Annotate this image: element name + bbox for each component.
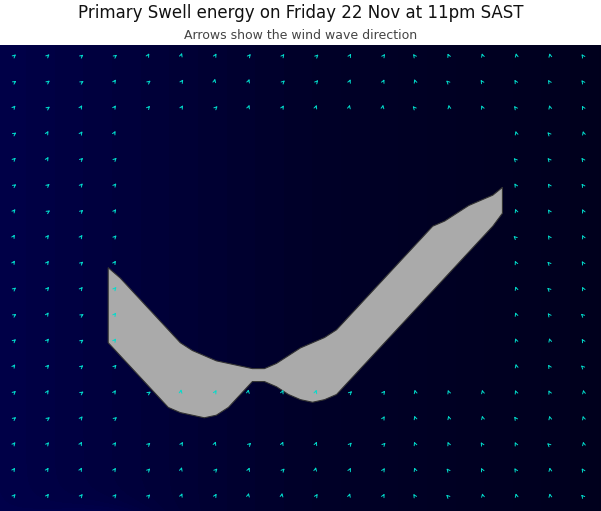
Polygon shape: [108, 188, 502, 418]
Text: Arrows show the wind wave direction: Arrows show the wind wave direction: [184, 29, 417, 41]
Text: Primary Swell energy on Friday 22 Nov at 11pm SAST: Primary Swell energy on Friday 22 Nov at…: [78, 5, 523, 22]
